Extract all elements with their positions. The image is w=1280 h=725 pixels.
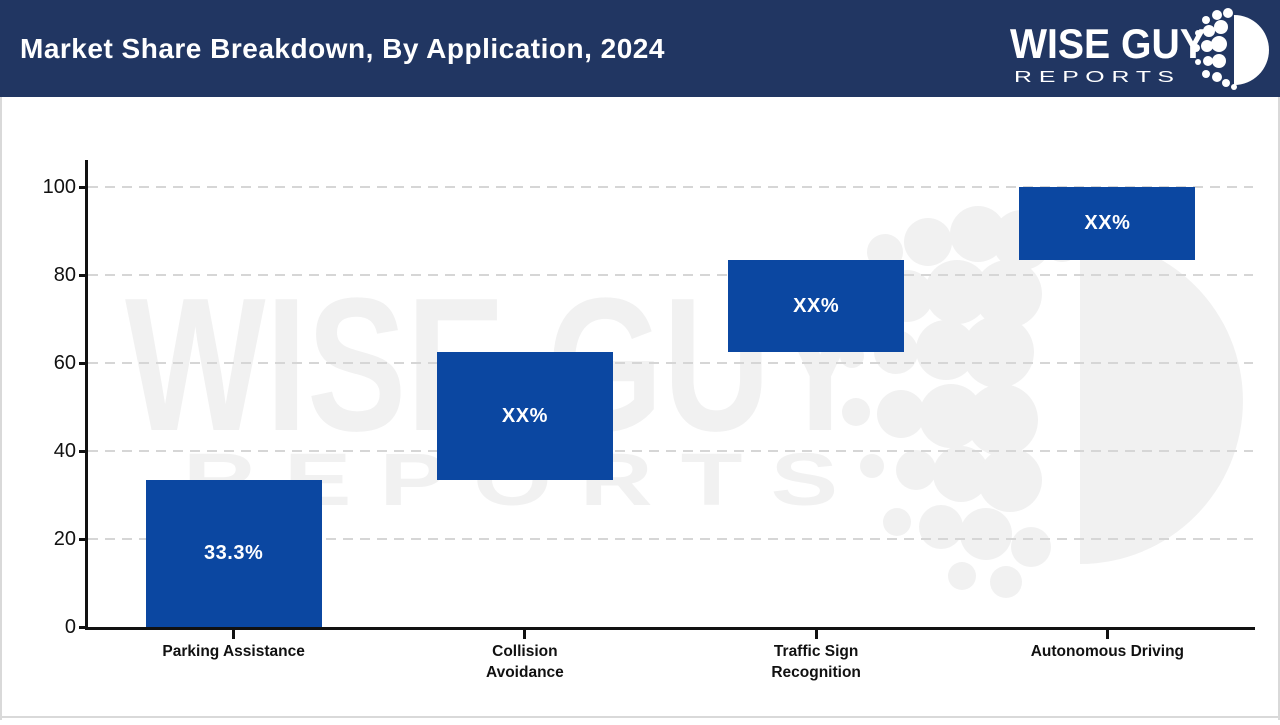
logo-text-line2: R E P O R T S [1014, 69, 1174, 86]
y-axis-tick-80 [79, 274, 88, 277]
gridline-80 [88, 274, 1253, 276]
x-axis-category-label-4: Autonomous Driving [1030, 643, 1185, 660]
bar-collision-avoidance: XX% [436, 352, 613, 481]
y-axis-tick-label-40: 40 [53, 440, 76, 462]
y-axis-tick-label-0: 0 [64, 616, 76, 638]
page-border-right [1278, 97, 1280, 720]
bar-autonomous-driving: XX% [1019, 187, 1196, 261]
x-axis-line [85, 627, 1255, 630]
bar-traffic-sign-recognition: XX% [728, 260, 905, 352]
y-axis-tick-60 [79, 362, 88, 365]
bar-value-label: XX% [793, 294, 840, 317]
x-axis-tick-2 [523, 630, 527, 639]
chart-header: Market Share Breakdown, By Application, … [0, 0, 1280, 97]
y-axis-tick-label-20: 20 [53, 528, 76, 550]
chart-title: Market Share Breakdown, By Application, … [20, 32, 665, 64]
bar-value-label: XX% [501, 404, 548, 427]
bar-value-label: XX% [1084, 212, 1131, 235]
x-axis-category-label-3: Traffic Sign Recognition [771, 643, 861, 681]
gridline-40 [88, 450, 1253, 452]
y-axis-line [85, 160, 88, 630]
x-axis-category-label-2: Collision Avoidance [485, 643, 564, 681]
bar-value-label: 33.3% [204, 542, 264, 565]
bar-parking-assistance: 33.3% [145, 480, 322, 627]
y-axis-tick-40 [79, 450, 88, 453]
gridline-60 [88, 362, 1253, 364]
x-axis-category-label-1: Parking Assistance [162, 643, 305, 660]
logo-dotted-head-icon [1192, 8, 1269, 90]
gridline-20 [88, 538, 1253, 540]
y-axis-tick-label-100: 100 [42, 176, 76, 198]
y-axis-tick-label-80: 80 [53, 264, 76, 286]
gridline-100 [88, 186, 1253, 188]
wise-guy-reports-logo: WISE GUY R E P O R T S [1010, 8, 1269, 90]
y-axis-tick-0 [79, 626, 88, 629]
x-axis-tick-3 [814, 630, 818, 639]
page-border-left [0, 97, 2, 720]
y-axis-tick-100 [79, 186, 88, 189]
y-axis-tick-label-60: 60 [53, 352, 76, 374]
logo-text-line1: WISE GUY [1010, 20, 1206, 67]
y-axis-tick-20 [79, 538, 88, 541]
page-border-bottom [0, 716, 1280, 718]
x-axis-tick-4 [1105, 630, 1109, 639]
x-axis-tick-1 [232, 630, 236, 639]
